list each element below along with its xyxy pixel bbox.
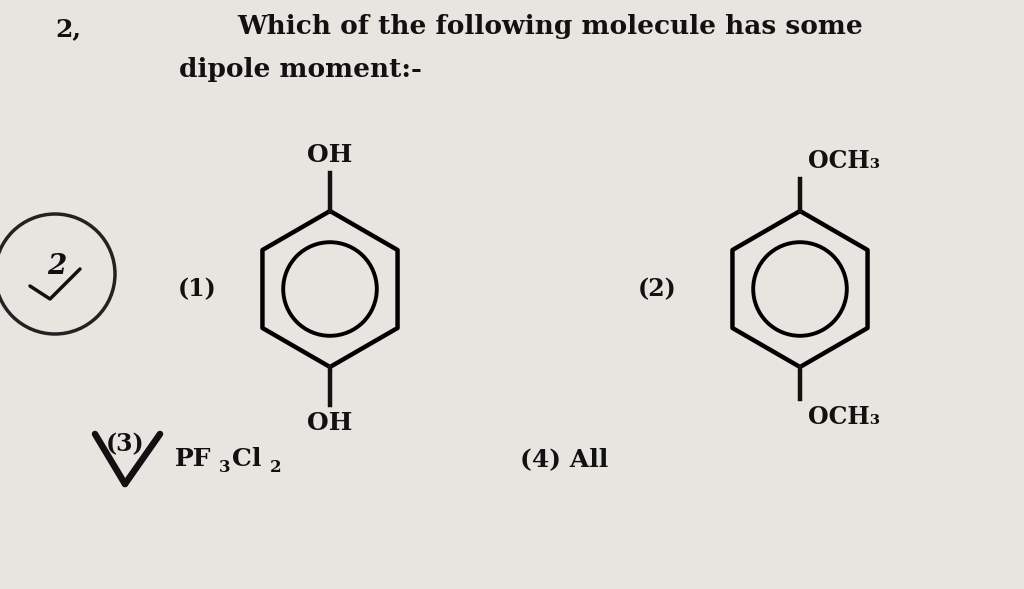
Text: 2,: 2, — [55, 17, 81, 41]
Text: Cl: Cl — [232, 447, 261, 471]
Text: OH: OH — [307, 143, 352, 167]
Text: (3): (3) — [105, 432, 144, 456]
Text: (1): (1) — [178, 277, 217, 301]
Text: 2: 2 — [47, 253, 67, 280]
Text: OH: OH — [307, 411, 352, 435]
Text: (4) All: (4) All — [520, 447, 608, 471]
Text: (2): (2) — [638, 277, 677, 301]
Text: 2: 2 — [270, 459, 282, 477]
Text: OCH₃: OCH₃ — [808, 149, 880, 173]
Text: dipole moment:-: dipole moment:- — [178, 57, 422, 82]
Text: OCH₃: OCH₃ — [808, 405, 880, 429]
Text: PF: PF — [175, 447, 212, 471]
Text: Which of the following molecule has some: Which of the following molecule has some — [238, 14, 863, 39]
Text: 3: 3 — [219, 459, 230, 477]
